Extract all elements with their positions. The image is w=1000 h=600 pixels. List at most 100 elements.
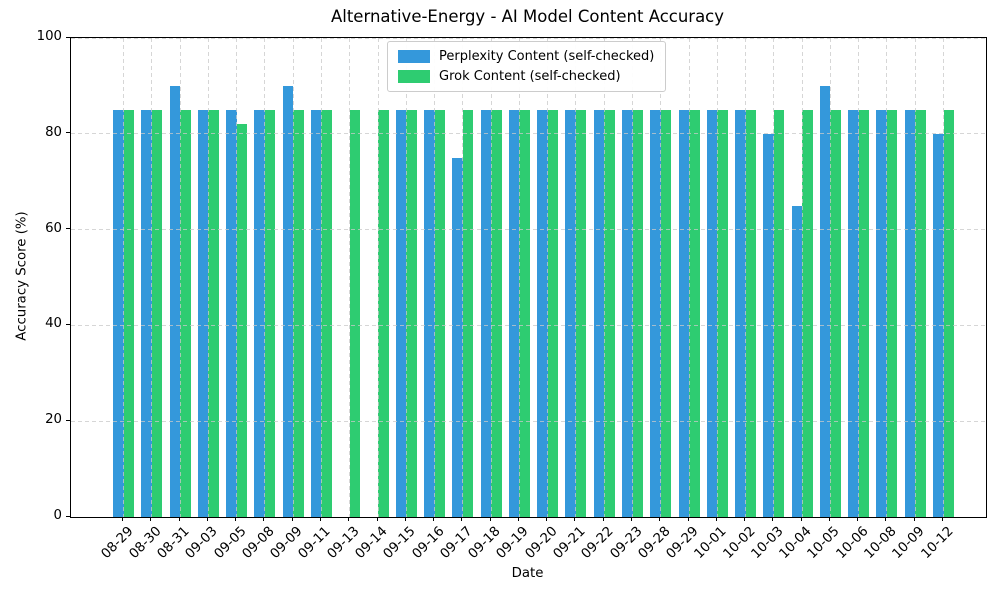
x-tick [206, 517, 208, 521]
bar-perplexity-09-09 [282, 85, 294, 517]
x-tick [715, 517, 717, 521]
x-tick [602, 517, 604, 521]
x-tick [433, 517, 434, 521]
x-tick [291, 517, 293, 521]
gridline-x [575, 38, 577, 517]
bar-grok-09-14 [378, 109, 389, 517]
bar-perplexity-10-05 [819, 85, 831, 517]
gridline-x [886, 38, 888, 517]
bar-grok-09-13 [349, 109, 361, 517]
gridline-x [914, 38, 916, 517]
x-tick [546, 517, 548, 521]
bar-grok-09-16 [434, 109, 445, 517]
bar-grok-09-17 [462, 109, 474, 517]
bar-perplexity-09-29 [678, 109, 689, 517]
gridline-x [603, 38, 605, 517]
x-tick [319, 517, 321, 521]
legend-label-grok: Grok Content (self-checked) [439, 69, 621, 84]
bar-grok-10-08 [886, 109, 898, 517]
x-tick-label: 10-02 [720, 524, 759, 562]
x-tick-label: 09-16 [409, 524, 448, 562]
x-tick [772, 517, 774, 521]
gridline-x [632, 38, 633, 517]
x-tick [150, 517, 152, 521]
bar-grok-10-01 [717, 109, 728, 517]
gridline-x [405, 38, 407, 517]
bar-perplexity-08-31 [169, 85, 181, 517]
x-tick [517, 517, 519, 521]
x-tick [687, 517, 689, 521]
legend-item-perplexity: Perplexity Content (self-checked) [398, 49, 654, 64]
bar-grok-10-05 [830, 109, 841, 517]
y-tick [66, 36, 70, 38]
legend-swatch-perplexity [398, 50, 430, 63]
y-tick-label: 40 [45, 316, 62, 332]
bar-perplexity-09-28 [650, 109, 661, 517]
gridline-x [490, 38, 492, 517]
bar-grok-10-02 [745, 109, 757, 517]
bar-grok-09-22 [604, 109, 615, 517]
x-tick [800, 517, 802, 521]
gridline-y [71, 420, 986, 422]
gridline-x [207, 38, 209, 517]
bar-perplexity-09-20 [537, 109, 548, 517]
x-tick [574, 517, 576, 521]
bar-grok-09-15 [406, 109, 417, 517]
x-tick-label: 08-29 [98, 524, 137, 562]
x-tick [885, 517, 887, 521]
gridline-x [801, 38, 803, 517]
bar-perplexity-10-02 [735, 109, 746, 517]
gridline-x [745, 38, 747, 517]
bar-perplexity-10-09 [904, 109, 916, 517]
x-tick [376, 517, 378, 521]
gridline-x [716, 38, 718, 517]
x-tick [404, 517, 406, 521]
x-tick [178, 517, 180, 521]
plot-area [70, 37, 987, 518]
bar-grok-10-04 [802, 109, 813, 517]
x-tick-label: 10-12 [918, 524, 957, 562]
gridline-x [320, 38, 322, 517]
x-tick [489, 517, 491, 521]
bar-grok-10-12 [943, 109, 954, 517]
bar-perplexity-09-23 [622, 109, 633, 517]
bar-grok-09-03 [208, 109, 219, 517]
bar-grok-10-09 [915, 109, 926, 517]
gridline-y [71, 324, 986, 326]
bar-grok-10-06 [858, 109, 870, 517]
bar-grok-09-21 [575, 109, 587, 517]
legend: Perplexity Content (self-checked) Grok C… [387, 41, 667, 92]
bar-grok-09-08 [264, 109, 276, 517]
x-tick [461, 517, 463, 521]
x-tick [913, 517, 915, 521]
bar-grok-09-05 [236, 124, 248, 517]
bar-grok-10-03 [773, 109, 785, 517]
gridline-y [71, 229, 986, 231]
y-tick [66, 324, 70, 325]
bar-grok-09-19 [519, 109, 530, 517]
y-tick-label: 0 [53, 508, 62, 523]
x-tick [857, 517, 859, 521]
x-tick [235, 517, 237, 521]
bar-grok-08-30 [151, 109, 163, 517]
x-tick [263, 517, 265, 521]
bar-perplexity-09-17 [452, 157, 463, 517]
bar-grok-09-18 [491, 109, 502, 517]
bar-grok-09-20 [547, 109, 559, 517]
bar-perplexity-10-06 [848, 109, 859, 517]
bar-perplexity-10-08 [876, 109, 887, 517]
legend-item-grok: Grok Content (self-checked) [398, 69, 654, 84]
y-tick-label: 80 [45, 124, 62, 140]
y-tick-label: 20 [45, 412, 62, 428]
x-tick-label: 09-05 [211, 524, 250, 562]
y-tick-label: 60 [45, 220, 62, 236]
gridline-x [773, 38, 775, 517]
y-tick [66, 228, 70, 230]
legend-label-perplexity: Perplexity Content (self-checked) [439, 49, 655, 64]
x-tick-label: 10-05 [805, 524, 843, 562]
bar-perplexity-09-08 [254, 109, 265, 517]
y-tick [66, 132, 70, 134]
gridline-x [349, 38, 351, 517]
x-tick [744, 517, 746, 521]
